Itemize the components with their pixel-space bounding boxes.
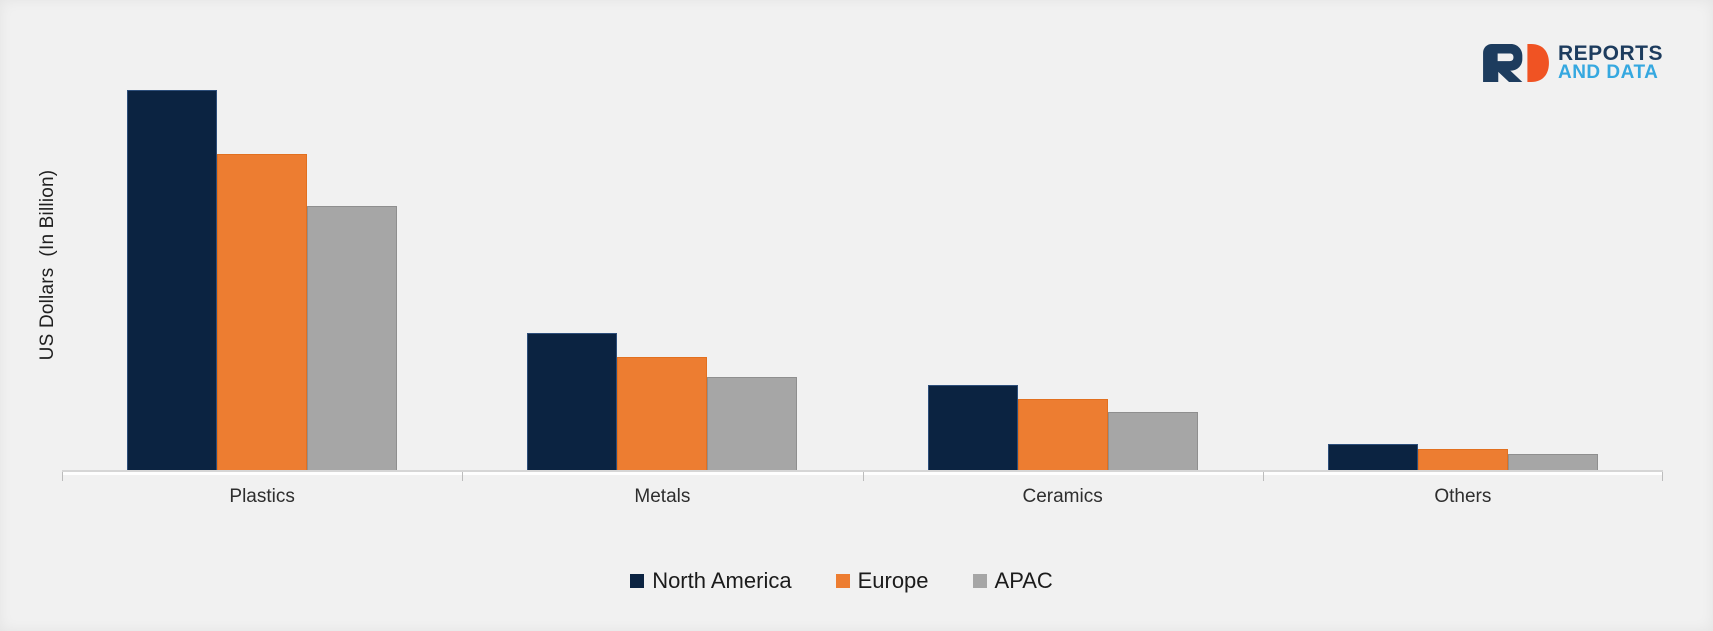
bar-north-america-plastics	[127, 90, 218, 470]
bar-group-others	[1263, 60, 1663, 470]
bar-north-america-others	[1327, 444, 1418, 470]
legend-swatch-icon	[972, 574, 987, 588]
y-axis-title: US Dollars (In Billion)	[37, 169, 58, 361]
x-axis-label-ceramics: Ceramics	[1022, 486, 1103, 507]
legend-item-north-america: North America	[630, 568, 792, 594]
legend-item-europe: Europe	[835, 568, 929, 594]
bar-europe-metals	[617, 357, 708, 470]
legend-swatch-icon	[630, 574, 645, 588]
x-axis-tick	[1262, 472, 1264, 481]
bar-apac-plastics	[307, 206, 398, 470]
x-axis-label-plastics: Plastics	[229, 486, 295, 507]
bar-north-america-metals	[527, 333, 618, 470]
x-axis-tick	[1662, 472, 1663, 481]
x-axis-label-others: Others	[1434, 486, 1492, 507]
bar-group-metals	[462, 60, 862, 470]
legend-label: North America	[652, 568, 792, 593]
brand-logo-rd-icon	[1483, 44, 1549, 82]
bar-group-plastics	[62, 60, 462, 470]
bar-north-america-ceramics	[927, 385, 1018, 470]
legend-label: Europe	[857, 568, 929, 593]
legend-item-apac: APAC	[972, 568, 1053, 594]
brand-logo: REPORTS AND DATA	[1483, 42, 1663, 83]
brand-logo-text: REPORTS AND DATA	[1557, 42, 1663, 83]
bar-apac-others	[1507, 454, 1598, 470]
legend-swatch-icon	[835, 574, 850, 588]
bar-group-ceramics	[863, 60, 1263, 470]
brand-name-top: REPORTS	[1557, 42, 1663, 65]
brand-name-bottom: AND DATA	[1557, 62, 1659, 83]
x-axis-label-metals: Metals	[634, 486, 691, 507]
bar-apac-ceramics	[1107, 412, 1198, 470]
plot-area	[62, 60, 1663, 481]
legend-label: APAC	[994, 568, 1053, 593]
x-axis-tick	[862, 472, 864, 481]
bar-europe-others	[1417, 449, 1508, 470]
bar-europe-ceramics	[1017, 399, 1108, 470]
legend: North America Europe APAC	[0, 568, 1683, 594]
x-axis-tick	[62, 472, 63, 481]
bar-europe-plastics	[217, 154, 308, 470]
x-axis-tick	[462, 472, 464, 481]
bar-apac-metals	[707, 377, 798, 470]
x-axis-labels: Plastics Metals Ceramics Others	[62, 486, 1663, 508]
